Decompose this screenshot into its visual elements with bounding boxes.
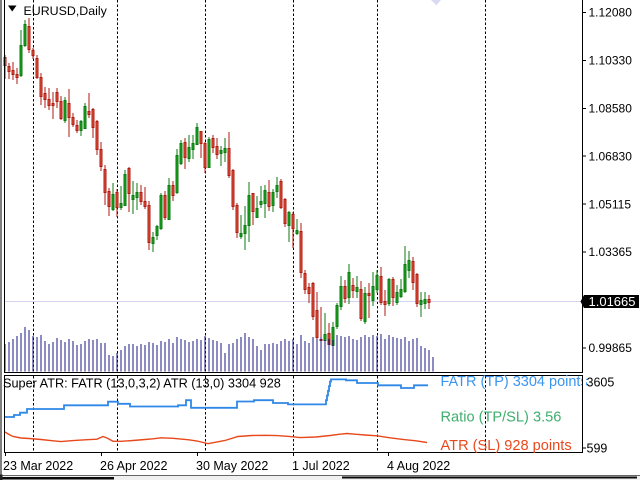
- svg-text:1.08580: 1.08580: [589, 102, 633, 116]
- svg-text:ATR (SL) 928 points: ATR (SL) 928 points: [441, 438, 572, 454]
- svg-text:EURUSD,Daily: EURUSD,Daily: [24, 4, 108, 18]
- svg-text:3605: 3605: [587, 375, 615, 389]
- svg-text:1.12080: 1.12080: [589, 6, 633, 20]
- svg-text:30 May 2022: 30 May 2022: [196, 459, 268, 473]
- svg-text:23 Mar 2022: 23 Mar 2022: [3, 459, 73, 473]
- svg-text:1.10330: 1.10330: [589, 54, 633, 68]
- svg-text:1.01665: 1.01665: [589, 294, 636, 309]
- svg-text:Ratio (TP/SL) 3.56: Ratio (TP/SL) 3.56: [441, 410, 562, 426]
- svg-text:599: 599: [587, 441, 608, 455]
- svg-text:1.05115: 1.05115: [589, 197, 632, 211]
- svg-text:1 Jul 2022: 1 Jul 2022: [292, 459, 350, 473]
- svg-text:FATR (TP) 3304 points: FATR (TP) 3304 points: [441, 374, 588, 390]
- svg-text:Super ATR: FATR (13,0,3,2) ATR: Super ATR: FATR (13,0,3,2) ATR (13,0) 33…: [3, 377, 281, 391]
- svg-text:1.06830: 1.06830: [589, 149, 633, 163]
- svg-text:4 Aug 2022: 4 Aug 2022: [387, 459, 450, 473]
- svg-text:26 Apr 2022: 26 Apr 2022: [100, 459, 167, 473]
- svg-text:1.03365: 1.03365: [589, 245, 633, 259]
- svg-text:0.99865: 0.99865: [589, 341, 633, 355]
